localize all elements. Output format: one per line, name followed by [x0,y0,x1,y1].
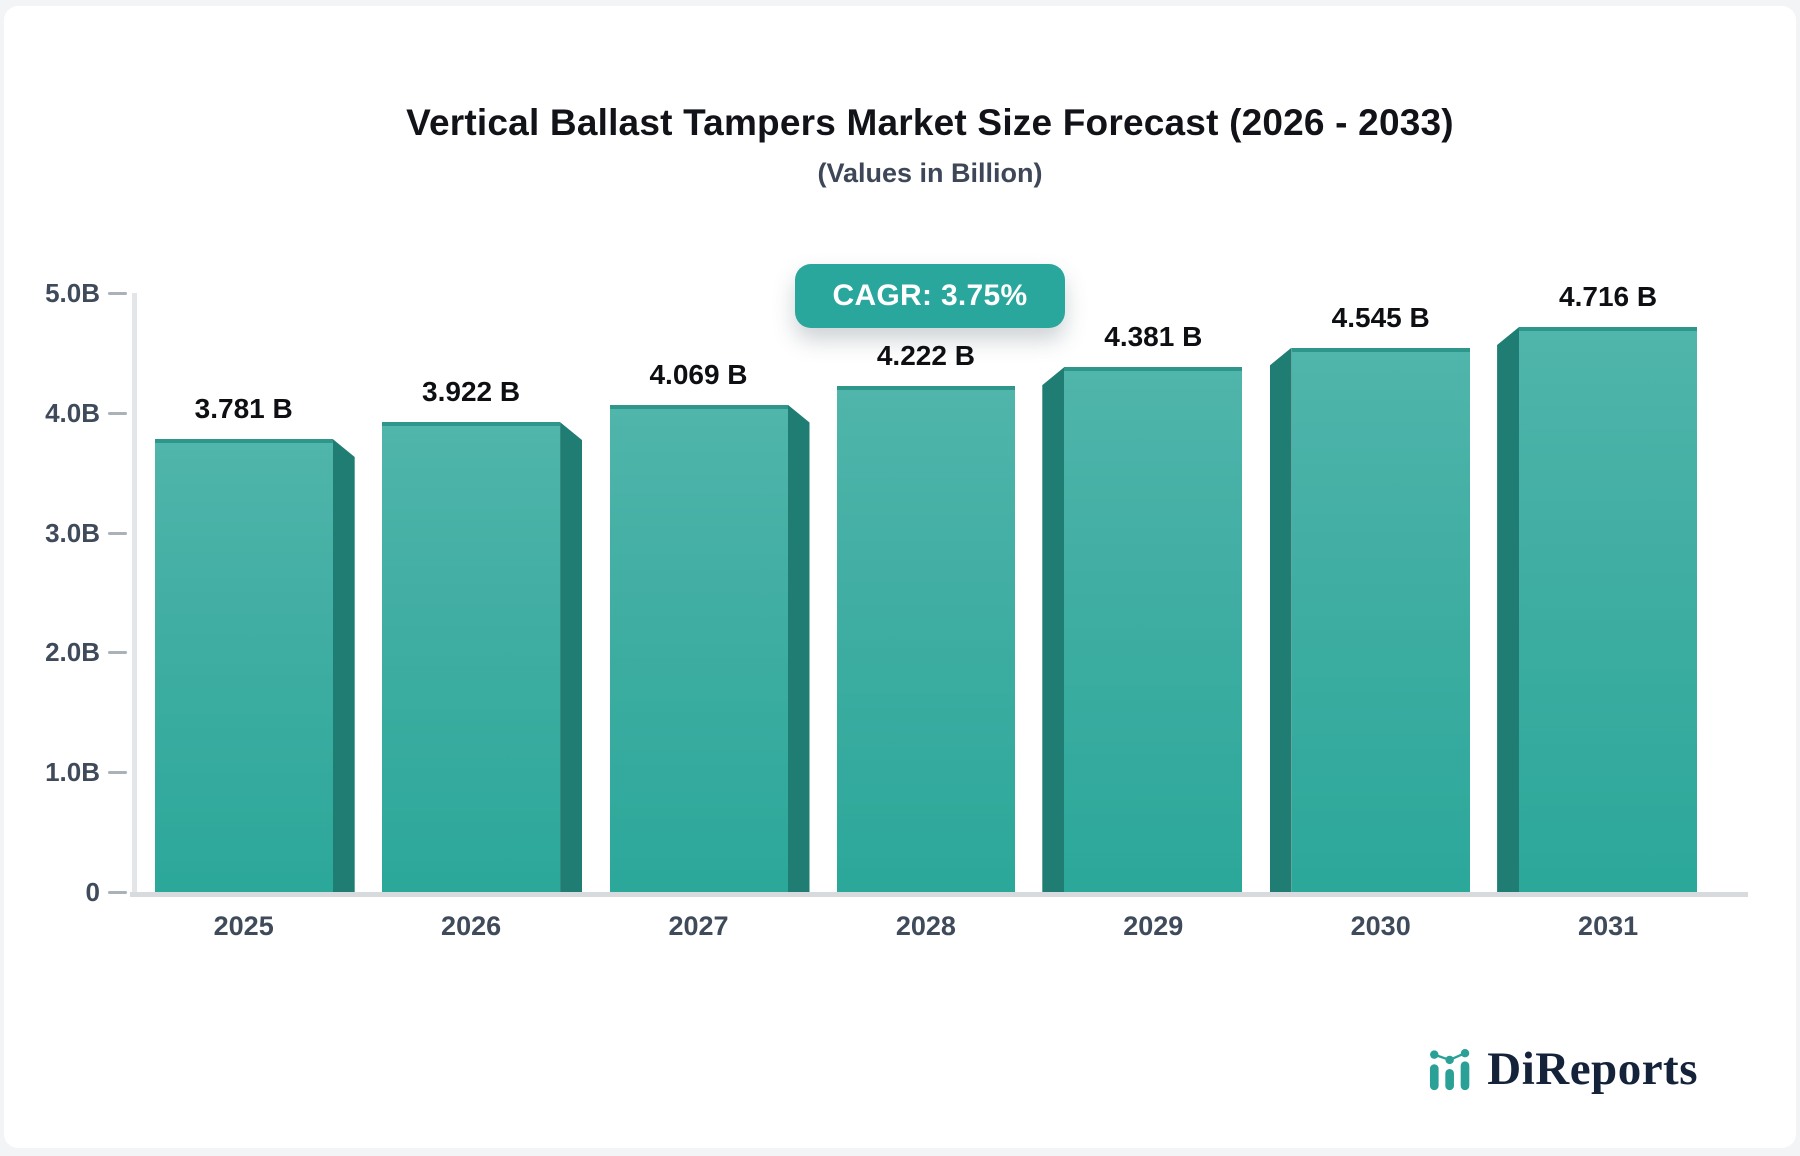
chart-header: Vertical Ballast Tampers Market Size For… [64,102,1796,189]
y-axis-tick [108,891,127,894]
x-axis-label: 2027 [668,911,729,941]
y-axis-label: 5.0B [45,278,100,308]
y-axis-label: 4.0B [45,397,100,428]
bar-2026 [382,422,561,892]
bar-value-label: 4.716 B [1559,281,1658,313]
cagr-badge-label: CAGR: 3.75% [832,279,1028,312]
bar-side-face [332,439,355,892]
y-axis-label: 2.0B [45,637,100,668]
bar-value-label: 4.222 B [876,340,975,372]
x-axis-label: 2031 [1578,911,1639,941]
y-axis-tick [108,771,127,775]
bar-2031 [1519,327,1698,892]
bar-side-face [1497,327,1520,892]
bar-2028 [836,386,1015,892]
y-axis-line [132,293,137,894]
x-axis-label: 2025 [213,911,274,941]
x-axis-label: 2028 [895,911,956,941]
brand-name: DiReports [1487,1043,1698,1096]
y-axis-tick [108,411,127,415]
chart-card: Vertical Ballast Tampers Market Size For… [4,6,1796,1148]
bar-side-face [1042,367,1065,892]
cagr-badge: CAGR: 3.75% [795,264,1065,328]
bar-chart-plot: 5.0B 4.0B 3.0B 2.0B 1.0B 0 3.781 B 2025 3.922 B 2… [4,6,1796,1148]
x-axis-label: 2030 [1350,911,1411,941]
bar-value-label: 4.069 B [649,358,748,390]
bar-2030 [1291,347,1470,892]
bar-value-label: 4.545 B [1331,301,1430,333]
chart-title: Vertical Ballast Tampers Market Size For… [406,102,1454,143]
bar-value-label: 3.781 B [194,393,293,425]
bar-side-face [787,404,810,892]
bar-value-label: 4.381 B [1104,321,1203,353]
x-axis-label: 2026 [441,911,502,941]
brand-logo: DiReports [1429,1043,1698,1096]
y-axis-tick [108,651,127,655]
bar-value-label: 3.922 B [422,376,521,408]
y-axis-tick [108,292,127,295]
chart-subtitle: (Values in Billion) [817,158,1043,188]
y-axis-label: 1.0B [45,757,100,788]
x-axis-line [130,892,1748,897]
mini-bar-chart-icon [1430,1048,1470,1091]
y-axis-label: 3.0B [45,517,100,548]
x-axis-label: 2029 [1123,911,1184,941]
bar-2027 [609,404,788,892]
bar-side-face [560,422,583,892]
bar-2025 [154,439,333,892]
bar-side-face [1269,347,1292,892]
y-axis-label: 0 [85,877,100,907]
y-axis-tick [108,531,127,535]
bar-2029 [1064,367,1243,892]
